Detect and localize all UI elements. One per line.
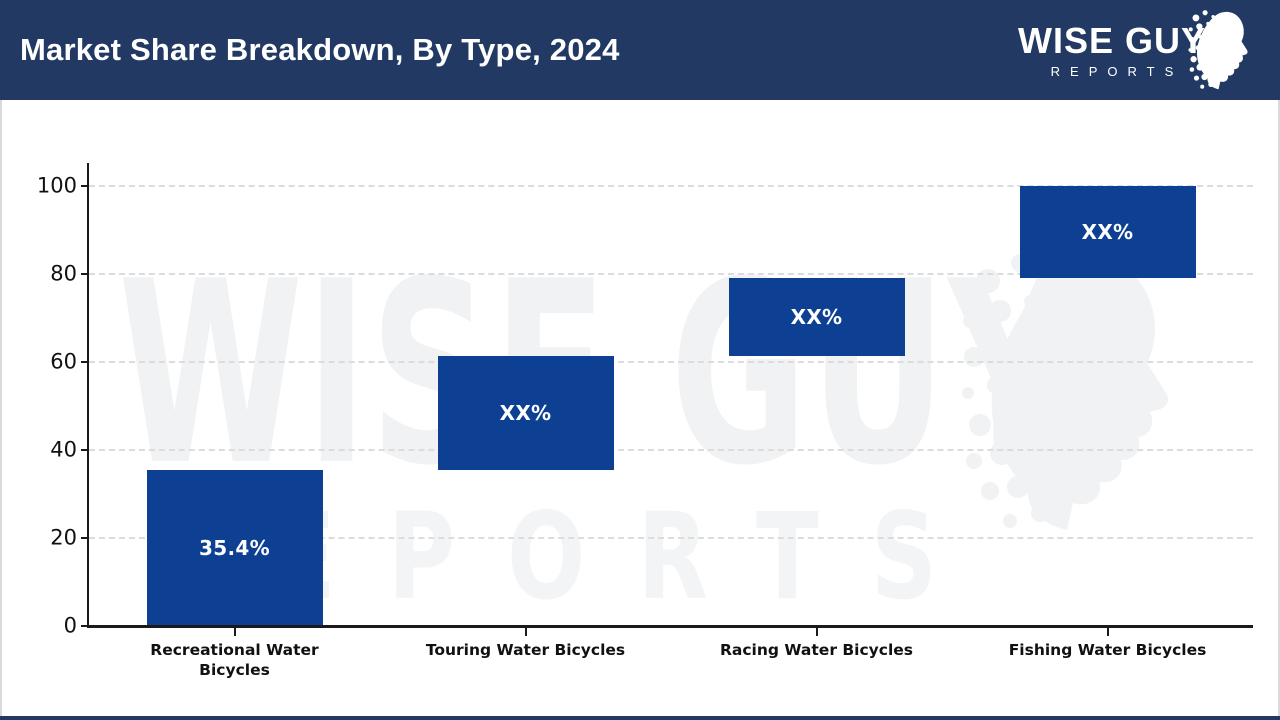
- y-tick: [81, 185, 89, 187]
- page-title: Market Share Breakdown, By Type, 2024: [20, 32, 620, 67]
- bar-value-label: 35.4%: [199, 536, 270, 561]
- gridline: [89, 537, 1253, 539]
- gridline: [89, 361, 1253, 363]
- y-tick-label: 80: [50, 261, 77, 286]
- category-label: Fishing Water Bicycles: [1008, 641, 1207, 659]
- y-tick-label: 100: [36, 173, 77, 198]
- brand-logo-text: WISE GUY REPORTS: [1017, 19, 1206, 79]
- x-tick: [524, 628, 527, 636]
- brand-subname: REPORTS: [1050, 63, 1184, 79]
- bar-value-label: XX%: [1081, 219, 1134, 244]
- x-tick: [233, 628, 236, 636]
- bar-value-label: XX%: [790, 304, 843, 329]
- y-tick-label: 0: [63, 613, 77, 638]
- x-tick: [815, 628, 818, 636]
- gridline: [89, 273, 1253, 275]
- category-label: Racing Water Bicycles: [719, 641, 914, 659]
- y-tick: [81, 361, 89, 363]
- brand-name: WISE GUY: [1017, 19, 1206, 61]
- bar-recreational-water-bicycles: 35.4%: [146, 470, 323, 626]
- y-tick-label: 60: [50, 349, 77, 374]
- y-tick: [81, 537, 89, 539]
- left-edge-border: [0, 100, 2, 717]
- right-edge-border: [1278, 100, 1280, 717]
- plot-area: 35.4% Recreational Water Bicycles XX% Touri…: [0, 100, 1280, 717]
- y-axis-spine: [87, 163, 89, 628]
- bar-value-label: XX%: [499, 401, 552, 426]
- bar-racing-water-bicycles: XX%: [728, 277, 905, 356]
- x-tick: [1106, 628, 1109, 636]
- chart-area: WISE GUY REPORTS 35.4% Recreational Water…: [0, 100, 1280, 717]
- bar-fishing-water-bicycles: XX%: [1019, 186, 1196, 278]
- y-tick: [81, 449, 89, 451]
- bar-touring-water-bicycles: XX%: [437, 355, 614, 471]
- y-tick: [81, 273, 89, 275]
- gridline: [89, 185, 1253, 187]
- brand-logo: WISE GUY REPORTS: [1018, 0, 1270, 100]
- x-axis-spine: [87, 625, 1253, 628]
- y-tick-label: 40: [50, 437, 77, 462]
- y-tick: [81, 625, 89, 627]
- y-tick-label: 20: [50, 525, 77, 550]
- gridline: [89, 449, 1253, 451]
- header: Market Share Breakdown, By Type, 2024 WI…: [0, 0, 1280, 100]
- category-label: Recreational Water Bicycles: [150, 641, 319, 680]
- footer-bar: [0, 716, 1280, 720]
- category-label: Touring Water Bicycles: [425, 641, 626, 659]
